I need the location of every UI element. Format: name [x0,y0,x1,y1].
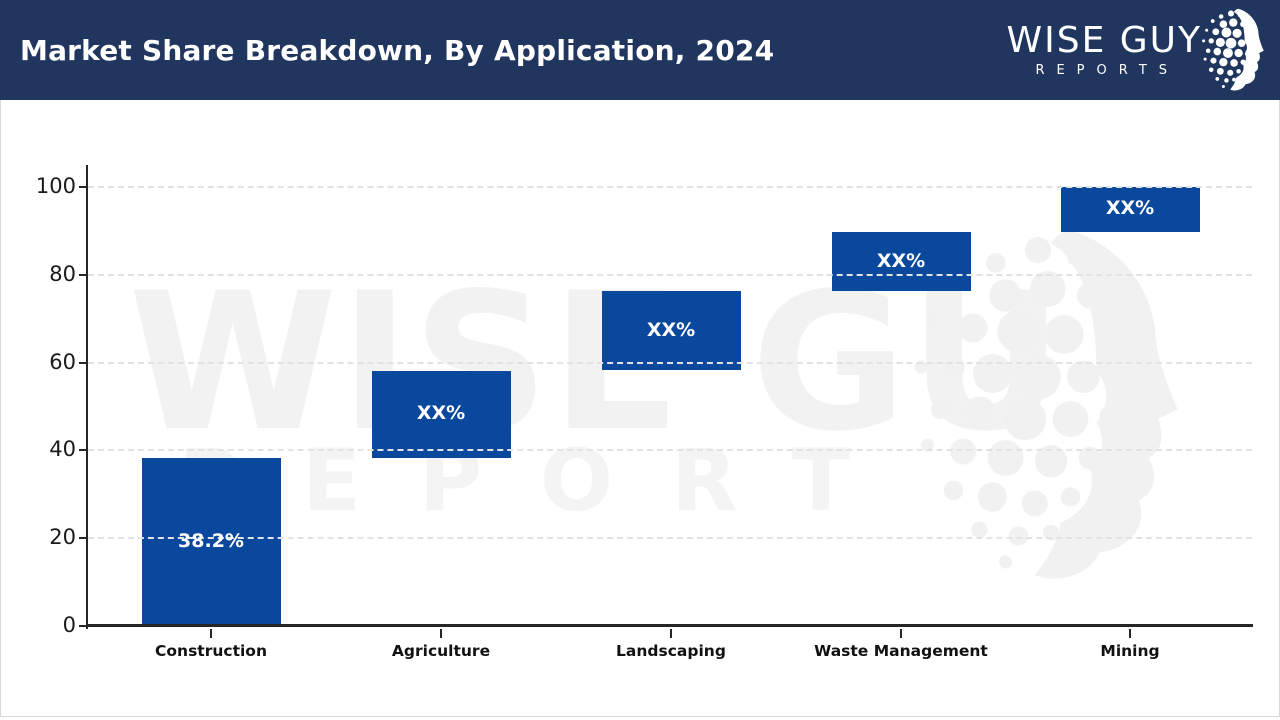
y-tick-60 [79,361,88,364]
x-tick-agriculture [440,629,442,638]
page-title: Market Share Breakdown, By Application, … [20,33,775,67]
y-tick-label-40: 40 [49,437,76,462]
logo-subtitle: REPORTS [1035,62,1180,78]
y-tick-100 [79,186,88,188]
gridline-80 [88,273,1252,276]
x-tick-construction [210,629,212,638]
page-border-bottom [0,716,1280,717]
watermark-subtitle: REPORT [178,431,909,531]
x-axis-spine [86,624,1253,627]
bar-value-label-mining: XX% [1105,197,1155,220]
x-tick-waste-management [900,629,902,638]
gridline-100 [88,186,1252,188]
x-tick-label-landscaping: Landscaping [616,642,726,660]
waterfall-chart: 0 20 40 60 80 100 38.2% Construction XX% Agricult… [0,100,1280,717]
bar-mining [1060,187,1200,232]
bar-value-label-landscaping: XX% [646,318,696,341]
gridline-60 [88,361,1252,364]
bar-agriculture [371,370,511,459]
y-tick-label-80: 80 [49,261,76,286]
y-tick-label-100: 100 [35,174,76,198]
bar-construction [141,458,281,626]
y-axis-spine [86,165,88,629]
logo-wordmark: WISE GUY [1006,19,1202,61]
y-tick-label-0: 0 [62,613,76,637]
bar-value-label-agriculture: XX% [416,402,466,425]
bar-value-label-waste-management: XX% [876,249,926,272]
y-tick-label-60: 60 [49,349,76,374]
x-tick-landscaping [670,629,672,638]
bar-landscaping [601,291,741,371]
y-tick-40 [79,449,88,452]
dotted-face-icon [1202,8,1264,91]
y-tick-label-20: 20 [49,525,76,550]
gridline-20 [88,537,1252,540]
gridline-40 [88,449,1252,452]
x-tick-label-waste-management: Waste Management [814,642,988,660]
x-tick-label-agriculture: Agriculture [391,642,491,660]
bar-waste-management [831,231,971,292]
header-bar: Market Share Breakdown, By Application, … [0,0,1280,100]
y-tick-0 [79,625,88,627]
bar-value-label-construction: 38.2% [178,530,244,553]
wise-guy-reports-logo: WISE GUY REPORTS [1007,7,1280,93]
x-tick-mining [1129,629,1131,638]
x-tick-label-mining: Mining [1100,642,1160,660]
x-tick-label-construction: Construction [155,642,267,660]
y-tick-80 [79,273,88,276]
page-border-left [0,100,1,717]
y-tick-20 [79,537,88,540]
